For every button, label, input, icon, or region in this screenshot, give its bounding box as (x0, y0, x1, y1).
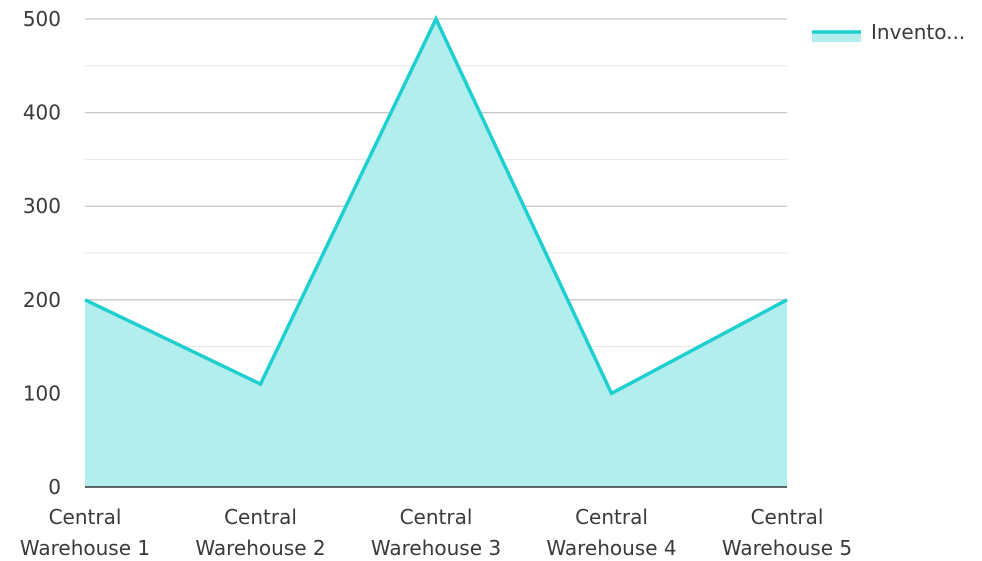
x-tick-label-line: Warehouse 4 (546, 536, 676, 560)
x-tick-label: Central Warehouse 3 (371, 505, 501, 560)
legend-swatch-fill (812, 31, 861, 42)
x-tick-label: Central Warehouse 4 (546, 505, 676, 560)
x-tick-label-line: Warehouse 3 (371, 536, 501, 560)
legend-label: Invento... (871, 20, 965, 44)
x-tick-label-line: Central (49, 505, 122, 529)
y-tick-label: 200 (23, 288, 61, 312)
x-tick-label: Central Warehouse 1 (20, 505, 150, 560)
y-tick-label: 400 (23, 101, 61, 125)
y-tick-label: 300 (23, 194, 61, 218)
x-tick-label-line: Warehouse 5 (722, 536, 852, 560)
plot-area (84, 14, 788, 487)
x-tick-label: Central Warehouse 2 (195, 505, 325, 560)
x-tick-label-line: Central (400, 505, 473, 529)
y-tick-label: 0 (48, 475, 61, 499)
x-tick-label-line: Warehouse 2 (195, 536, 325, 560)
legend[interactable]: Invento... (812, 20, 965, 44)
series-area-fill (85, 19, 787, 487)
x-tick-label-line: Central (751, 505, 824, 529)
x-tick-label-line: Central (224, 505, 297, 529)
x-tick-label: Central Warehouse 5 (722, 505, 852, 560)
y-tick-label: 100 (23, 381, 61, 405)
x-tick-label-line: Central (575, 505, 648, 529)
y-tick-label: 500 (23, 7, 61, 31)
x-tick-label-line: Warehouse 1 (20, 536, 150, 560)
